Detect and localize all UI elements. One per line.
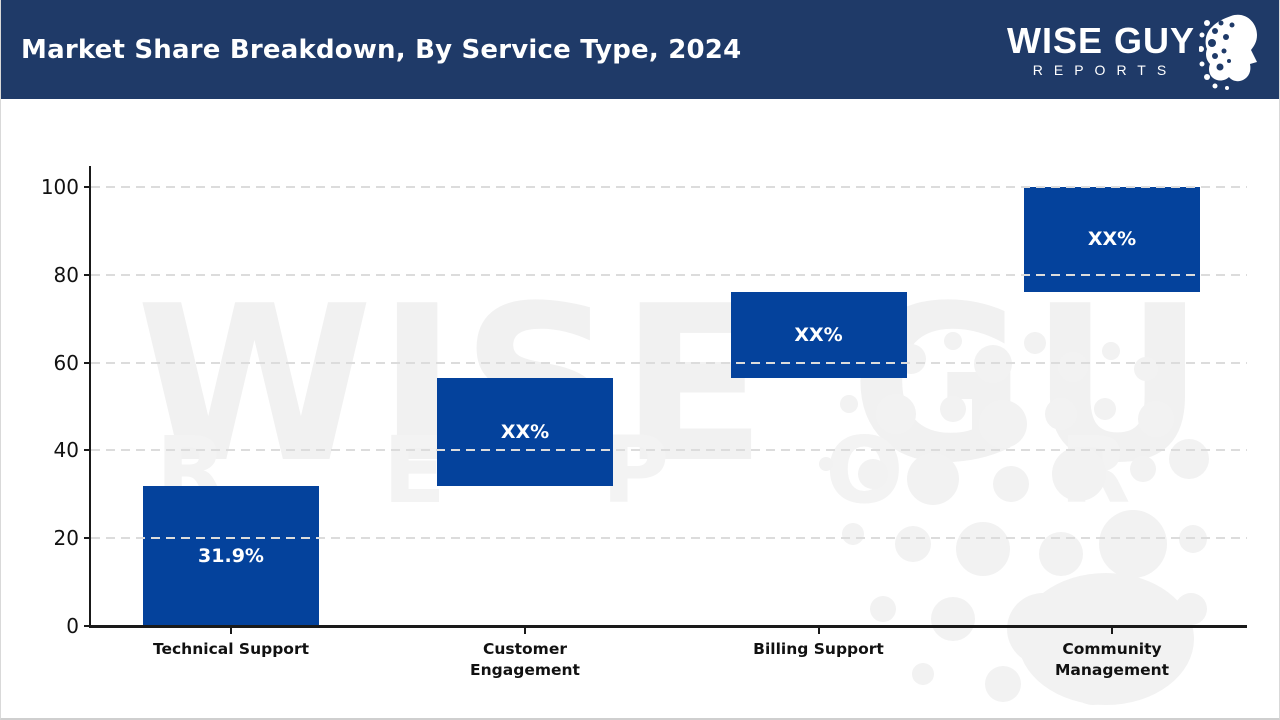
x-axis-tickmark (1111, 627, 1113, 634)
y-axis-tickmark (84, 361, 91, 364)
gridline-20 (91, 537, 1247, 540)
y-axis-tickmark (84, 625, 91, 627)
y-axis-tickmark (84, 186, 91, 188)
x-axis-tickmark (817, 627, 820, 634)
y-axis-tick-label: 100 (40, 175, 79, 199)
x-axis (89, 624, 1247, 628)
y-axis (89, 166, 91, 628)
wiseguy-logo: WISE GUY REPORTS (1007, 9, 1261, 91)
y-axis-tick-label: 80 (53, 262, 79, 287)
gridline-100 (91, 186, 1247, 188)
waterfall-bar-1: 31.9% (143, 485, 319, 626)
x-axis-label: Technical Support (152, 640, 310, 658)
waterfall-bar-3: XX% (730, 291, 907, 378)
logo-head-icon (1199, 14, 1257, 90)
x-axis-label: Customer Engagement (470, 640, 580, 679)
gridline-40 (91, 449, 1247, 452)
watermark-text-line1: WISE GU (136, 259, 1209, 510)
waterfall-bar-4: XX% (1024, 187, 1200, 292)
y-axis-tick-label: 60 (53, 350, 79, 375)
logo-primary-text: WISE GUY (1006, 19, 1195, 61)
y-axis-tick-label: 40 (53, 438, 79, 463)
gridline-60 (91, 361, 1247, 364)
y-axis-tickmark (84, 537, 91, 540)
header-bar: Market Share Breakdown, By Service Type,… (1, 0, 1279, 99)
gridline-80 (91, 273, 1247, 276)
bar-value-label: XX% (1087, 228, 1137, 251)
x-axis-tickmark (524, 627, 526, 634)
x-axis-label: Community Management (1054, 640, 1170, 679)
x-axis-tickmark (230, 627, 232, 634)
watermark: WISE GU R E P O R T S (1, 99, 1279, 718)
y-axis-tickmark (84, 449, 91, 452)
waterfall-bar-2: XX% (437, 377, 613, 486)
y-axis-tick-label: 0 (66, 614, 79, 638)
page-title: Market Share Breakdown, By Service Type,… (21, 34, 742, 65)
bar-value-label: 31.9% (198, 544, 264, 567)
bar-value-label: XX% (794, 323, 843, 346)
bar-value-label: XX% (500, 420, 550, 443)
y-axis-tickmark (84, 273, 91, 276)
logo-text: WISE GUY REPORTS (1006, 19, 1195, 78)
y-axis-tick-label: 20 (53, 526, 79, 551)
x-axis-label: Billing Support (753, 640, 884, 658)
logo-secondary-text: REPORTS (1032, 61, 1178, 78)
watermark-head-icon (819, 329, 1209, 705)
